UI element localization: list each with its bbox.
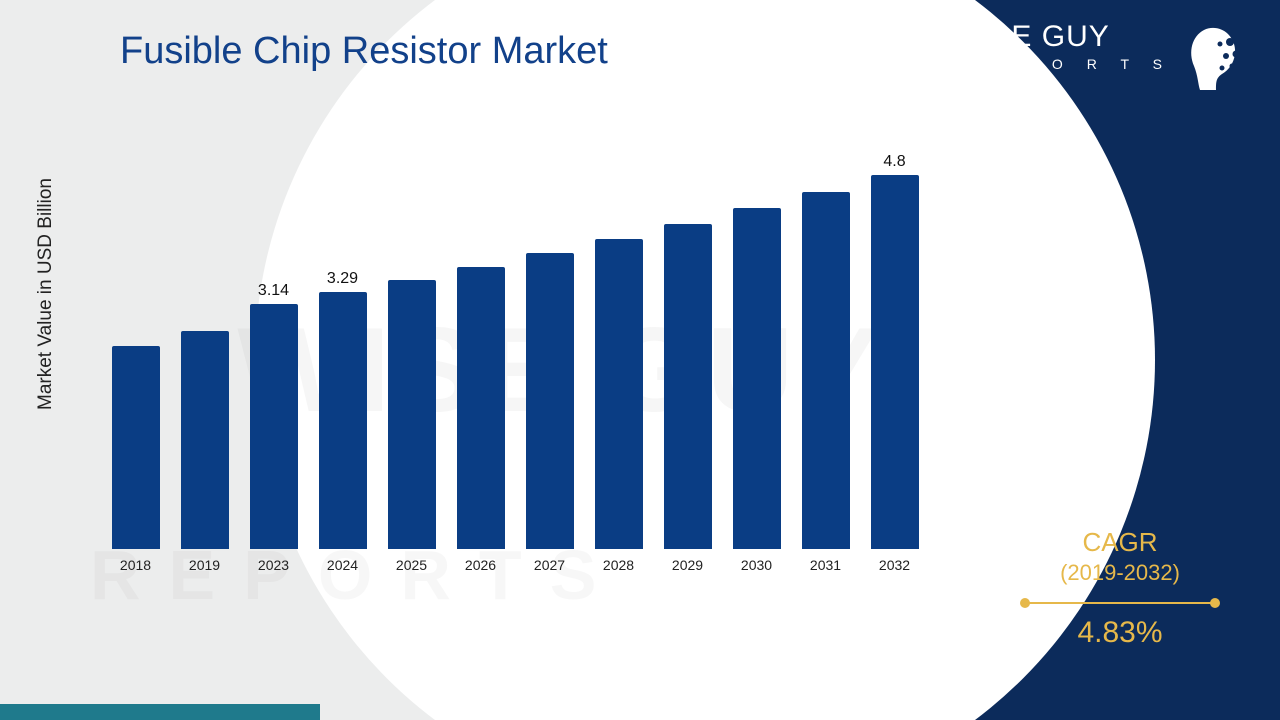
- chart-area: Market Value in USD Billion 3.143.294.8 …: [40, 160, 950, 630]
- bar-value-label: 3.29: [319, 270, 367, 288]
- cagr-box: CAGR (2019-2032) 4.83%: [1000, 527, 1240, 650]
- bar: [733, 208, 781, 549]
- x-axis-label: 2032: [860, 553, 929, 579]
- cagr-divider: [1025, 602, 1215, 604]
- bar-value-label: 3.14: [250, 282, 298, 300]
- x-axis-label: 2018: [101, 553, 170, 579]
- bar: [112, 346, 160, 549]
- x-axis-label: 2030: [722, 553, 791, 579]
- bar: [181, 331, 229, 549]
- bar: [664, 224, 712, 549]
- x-axis-label: 2031: [791, 553, 860, 579]
- x-axis-label: 2028: [584, 553, 653, 579]
- bar-column: [446, 267, 515, 549]
- bar-column: [791, 192, 860, 549]
- bar-column: [722, 208, 791, 549]
- bar-column: [515, 253, 584, 549]
- cagr-value: 4.83%: [1000, 616, 1240, 650]
- x-axis-label: 2026: [446, 553, 515, 579]
- bar: [526, 253, 574, 549]
- bar-column: [170, 331, 239, 549]
- x-axis-label: 2027: [515, 553, 584, 579]
- cagr-years: (2019-2032): [1000, 560, 1240, 586]
- x-axis-label: 2024: [308, 553, 377, 579]
- chart-canvas: WISE GUY REPORTS Fusible Chip Resistor M…: [0, 0, 1280, 720]
- x-axis-label: 2029: [653, 553, 722, 579]
- x-axis-label: 2023: [239, 553, 308, 579]
- brand-head-icon: [1182, 22, 1252, 92]
- y-axis-label: Market Value in USD Billion: [35, 178, 57, 410]
- bar-column: [653, 224, 722, 549]
- chart-title: Fusible Chip Resistor Market: [120, 30, 608, 73]
- x-axis-label: 2019: [170, 553, 239, 579]
- bar: [250, 304, 298, 549]
- bar-column: [101, 346, 170, 549]
- bar-column: 3.29: [308, 292, 377, 549]
- bars-container: 3.143.294.8: [95, 159, 935, 549]
- bar-column: 4.8: [860, 175, 929, 549]
- x-axis-label: 2025: [377, 553, 446, 579]
- x-axis-labels: 2018201920232024202520262027202820292030…: [95, 553, 935, 579]
- bar: [319, 292, 367, 549]
- bar: [871, 175, 919, 549]
- cagr-label: CAGR: [1000, 527, 1240, 558]
- bar: [595, 239, 643, 549]
- bar-column: 3.14: [239, 304, 308, 549]
- brand-line2: R E P O R T S: [952, 56, 1172, 72]
- bar: [388, 280, 436, 549]
- bar: [457, 267, 505, 549]
- bottom-accent-strip: [0, 704, 320, 720]
- bar: [802, 192, 850, 549]
- chart-plot: 3.143.294.8 2018201920232024202520262027…: [95, 160, 935, 580]
- bar-column: [377, 280, 446, 549]
- brand-logo: WISE GUY R E P O R T S: [952, 22, 1252, 92]
- bar-column: [584, 239, 653, 549]
- brand-line1: WISE GUY: [952, 22, 1172, 52]
- bar-value-label: 4.8: [871, 153, 919, 171]
